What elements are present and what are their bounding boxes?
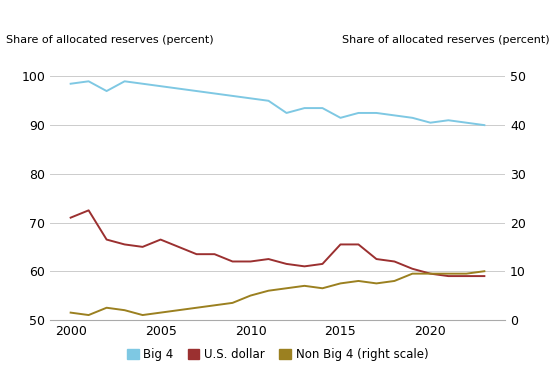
Text: Share of allocated reserves (percent): Share of allocated reserves (percent) bbox=[342, 35, 549, 45]
Text: Share of allocated reserves (percent): Share of allocated reserves (percent) bbox=[6, 35, 213, 45]
Legend: Big 4, U.S. dollar, Non Big 4 (right scale): Big 4, U.S. dollar, Non Big 4 (right sca… bbox=[122, 344, 433, 366]
